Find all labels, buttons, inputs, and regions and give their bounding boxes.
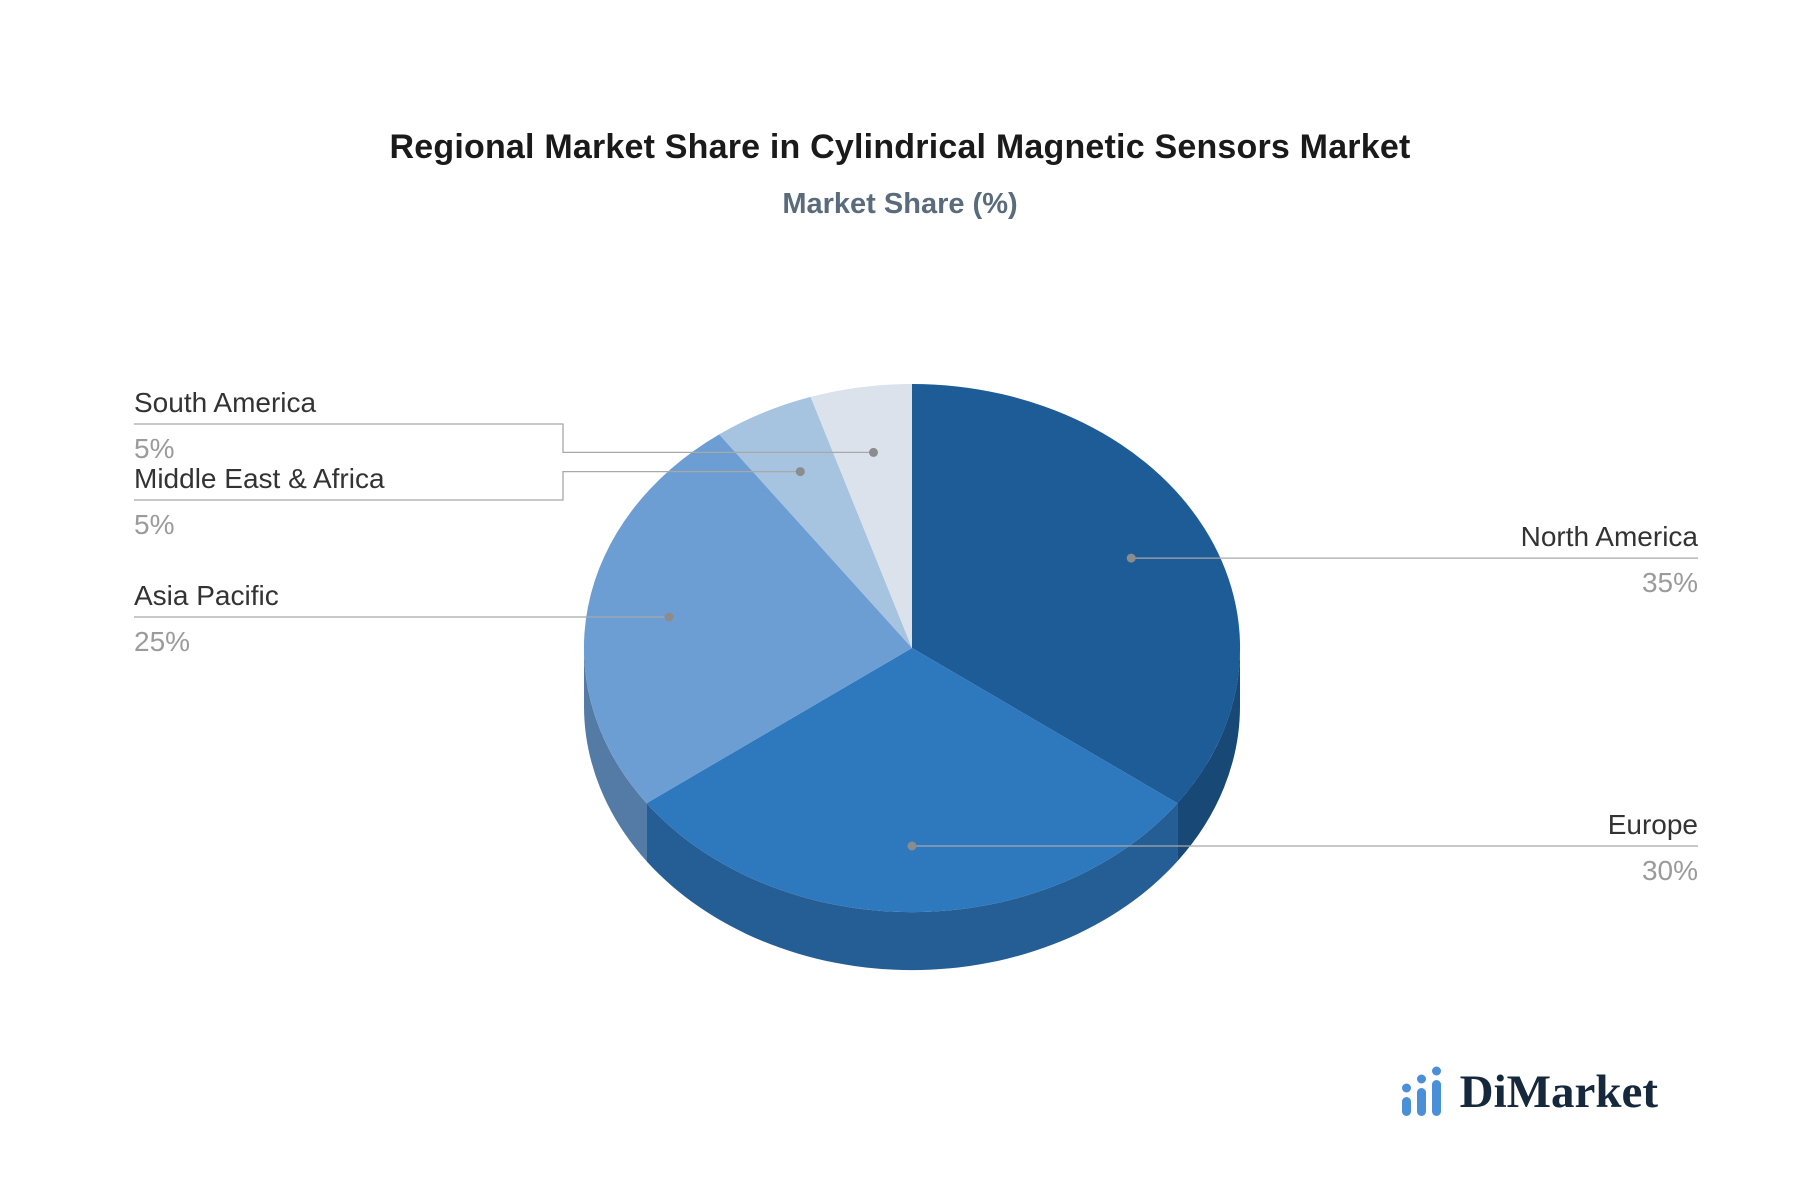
chart-title: Regional Market Share in Cylindrical Mag… — [389, 128, 1411, 166]
brand-logo-icon — [1401, 1066, 1441, 1116]
slice-value-north-america: 35% — [1642, 567, 1698, 598]
pie-slice-side-north-america — [1177, 648, 1241, 862]
chart-subtitle: Market Share (%) — [782, 188, 1018, 220]
label-anchor-dot-north-america — [1126, 553, 1136, 563]
slice-value-asia-pacific: 25% — [134, 626, 190, 657]
pie-slice-side-europe — [646, 803, 1178, 971]
label-connector-south-america — [134, 423, 874, 454]
slice-label-south-america: South America — [134, 387, 317, 418]
pie-slice-middle-east-africa — [719, 396, 912, 648]
pie-slice-asia-pacific — [583, 434, 912, 804]
brand-logo: DiMarket — [1401, 1066, 1658, 1118]
slice-value-south-america: 5% — [134, 433, 174, 464]
slice-value-middle-east-africa: 5% — [134, 509, 174, 540]
brand-logo-text: DiMarket — [1459, 1066, 1658, 1118]
label-connector-middle-east-africa — [134, 470, 801, 501]
pie-slice-south-america — [810, 383, 912, 648]
label-anchor-dot-south-america — [869, 447, 878, 457]
pie-slice-side-asia-pacific — [584, 648, 647, 862]
label-anchor-dot-europe — [907, 841, 917, 851]
label-anchor-dot-middle-east-africa — [795, 467, 805, 477]
slice-label-middle-east-africa: Middle East & Africa — [134, 463, 385, 494]
slice-label-north-america: North America — [1521, 521, 1699, 552]
label-anchor-dot-asia-pacific — [664, 612, 674, 622]
slice-label-europe: Europe — [1608, 809, 1698, 840]
slice-label-asia-pacific: Asia Pacific — [134, 580, 279, 611]
pie-slice-north-america — [912, 384, 1241, 804]
slice-value-europe: 30% — [1642, 855, 1698, 886]
